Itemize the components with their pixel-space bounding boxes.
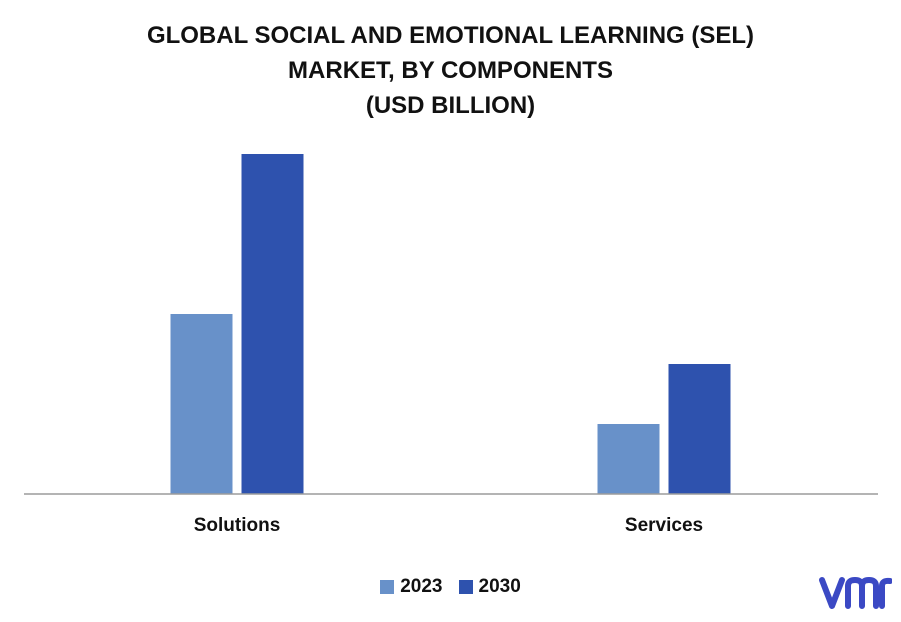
bar-services-2030 [668,364,731,494]
x-tick-label-services: Services [625,515,703,536]
bar-solutions-2023 [170,314,233,494]
title-line-2: MARKET, BY COMPONENTS [288,57,613,84]
title-line-1: GLOBAL SOCIAL AND EMOTIONAL LEARNING (SE… [146,22,755,49]
vmr-logo-icon [819,577,892,609]
x-tick-label-solutions: Solutions [194,515,281,536]
chart-title: GLOBAL SOCIAL AND EMOTIONAL LEARNING (SE… [0,18,901,123]
legend-item-2023: 2023 [380,576,443,598]
legend-swatch-2030 [458,580,473,594]
legend: 2023 2030 [0,576,901,598]
legend-item-2030: 2030 [458,576,521,598]
bar-solutions-2030 [241,154,304,494]
legend-label-2023: 2023 [400,576,443,597]
bar-services-2023 [597,424,660,494]
title-line-3: (USD BILLION) [365,92,536,119]
legend-swatch-2023 [380,580,395,594]
legend-label-2030: 2030 [478,576,521,597]
